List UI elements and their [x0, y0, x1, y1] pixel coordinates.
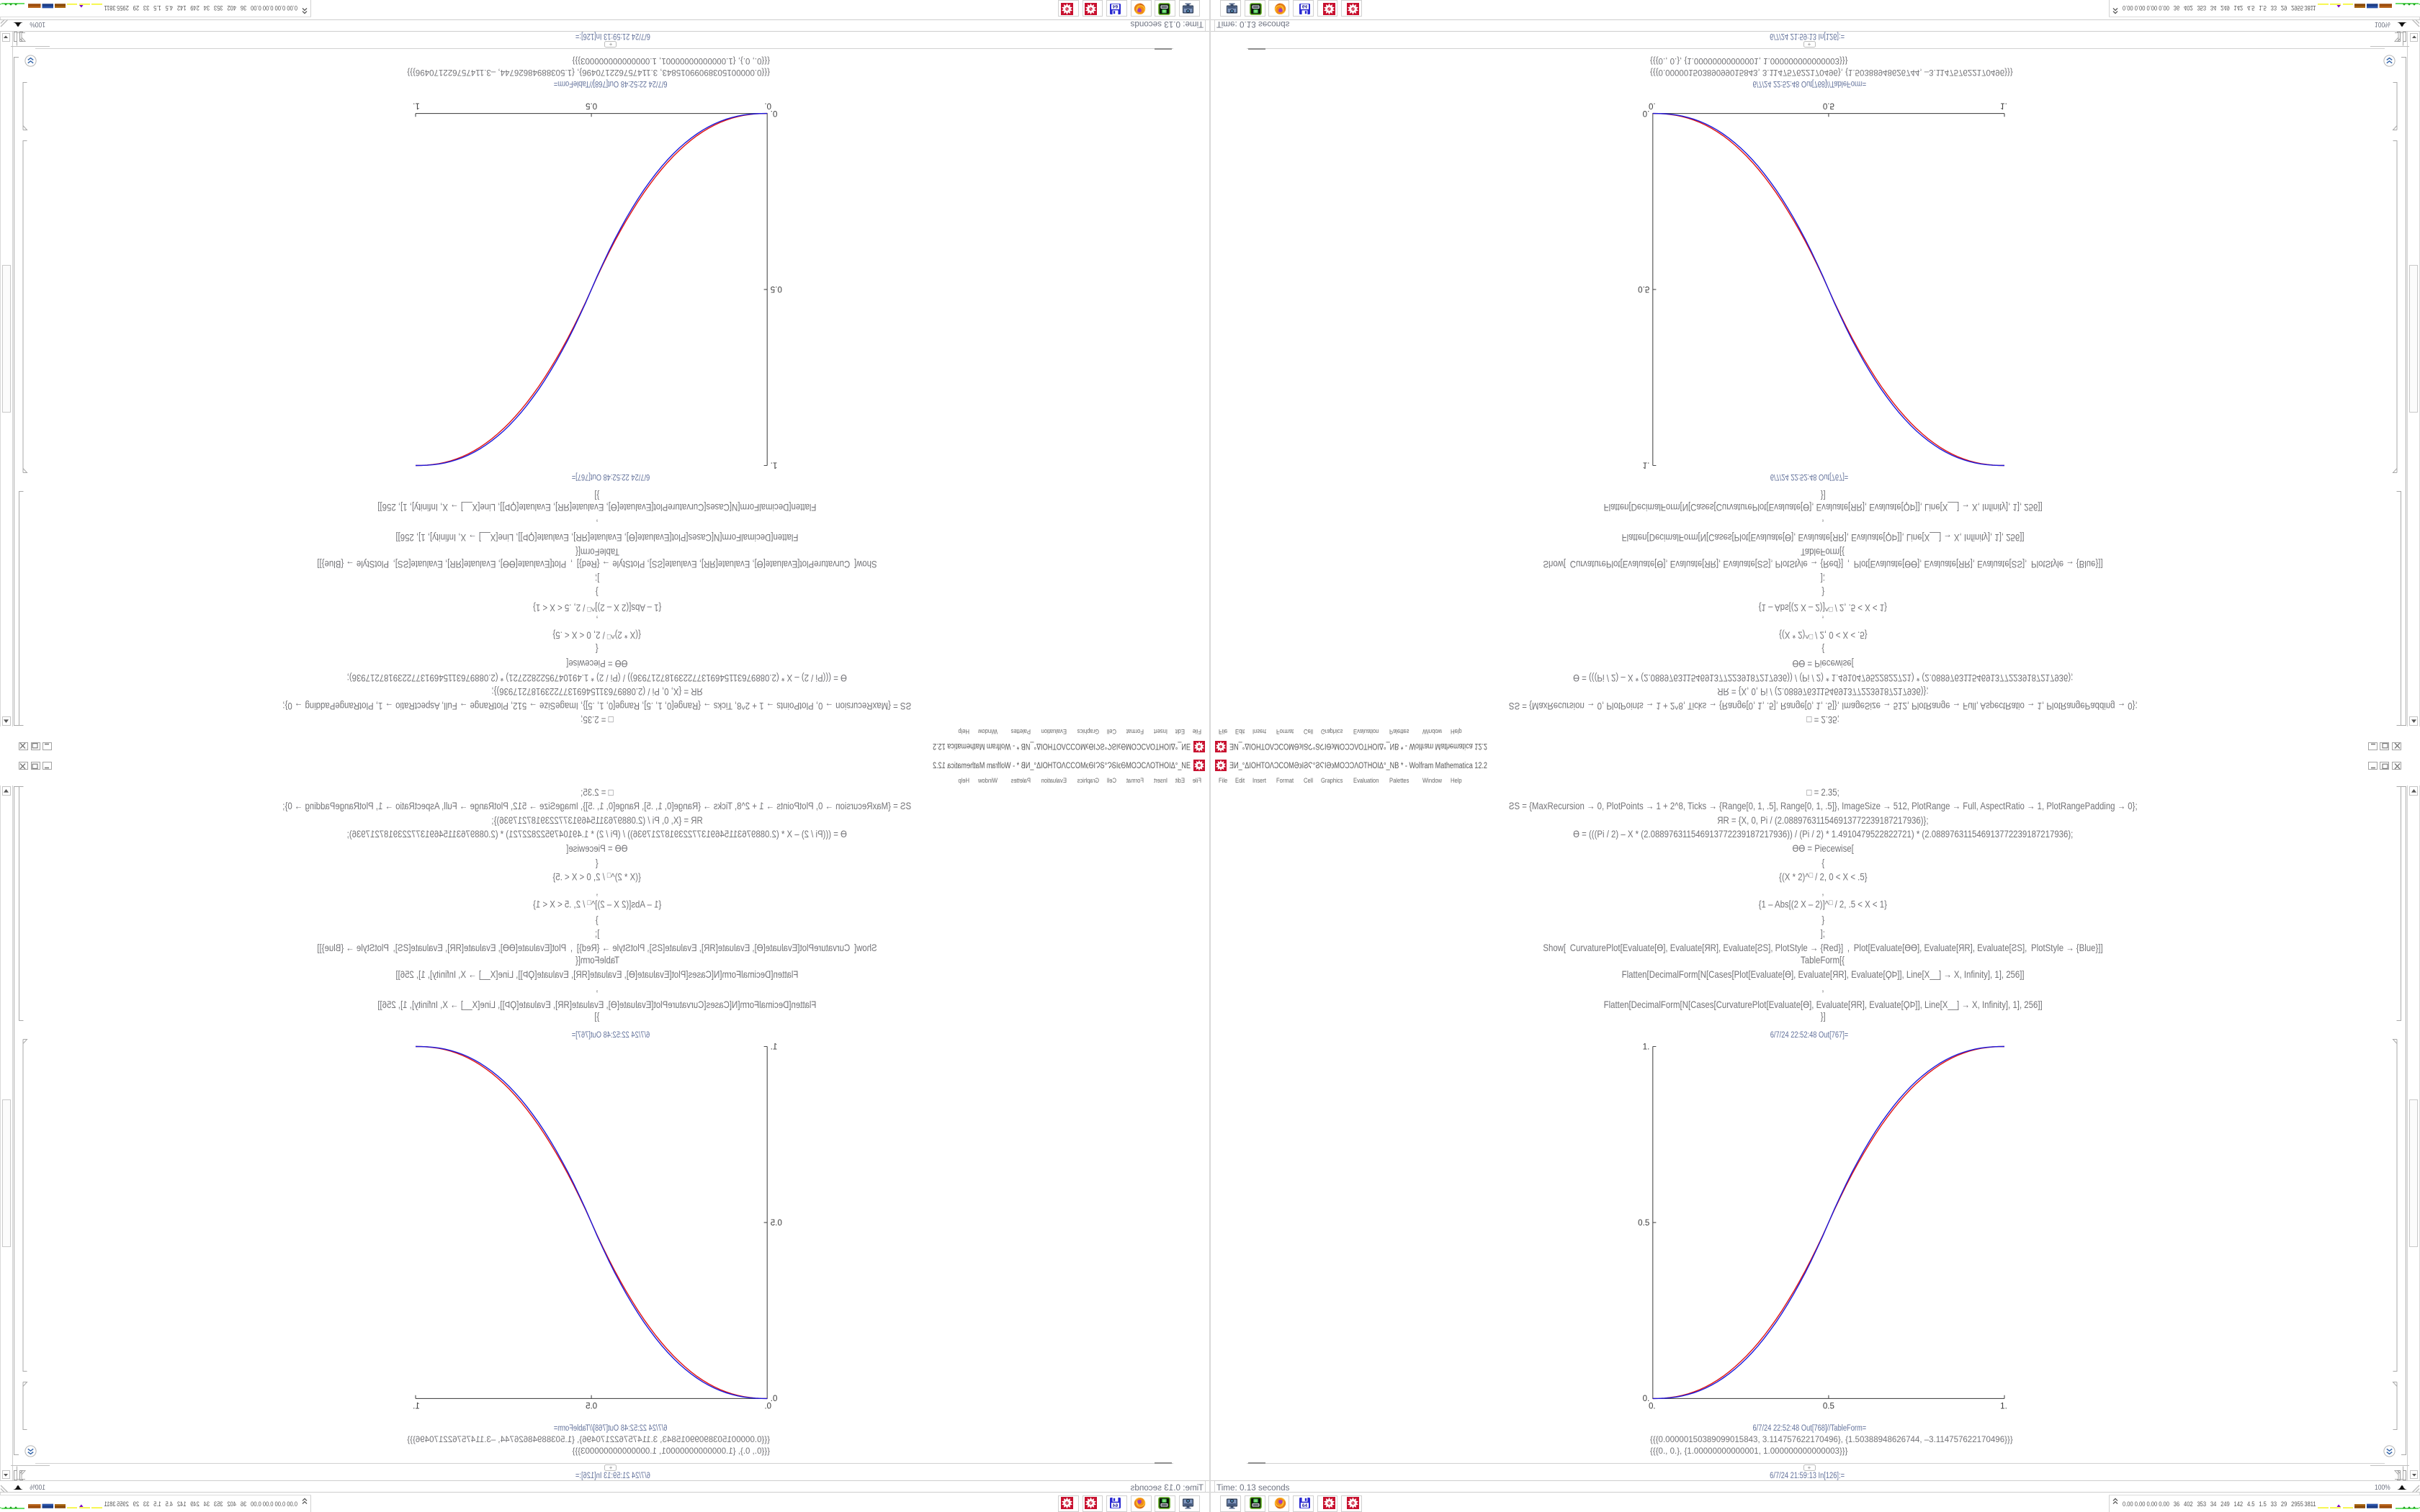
- svg-text:1.: 1.: [413, 1401, 420, 1410]
- svg-text:1.: 1.: [1643, 1043, 1650, 1052]
- svg-text:0.: 0.: [1643, 109, 1650, 118]
- svg-text:1.: 1.: [2000, 1401, 2007, 1410]
- svg-text:0.: 0.: [764, 102, 771, 111]
- svg-text:0.5: 0.5: [1823, 1401, 1834, 1410]
- svg-text:0.5: 0.5: [586, 102, 597, 111]
- svg-text:0.5: 0.5: [586, 1401, 597, 1410]
- svg-text:0.: 0.: [771, 1394, 778, 1403]
- svg-text:0.: 0.: [1649, 1401, 1656, 1410]
- svg-text:1.: 1.: [1643, 461, 1650, 470]
- svg-text:0.5: 0.5: [1638, 1218, 1649, 1228]
- svg-text:0.5: 0.5: [771, 284, 782, 294]
- svg-text:1.: 1.: [771, 461, 778, 470]
- svg-text:0.: 0.: [1649, 102, 1656, 111]
- svg-text:1.: 1.: [771, 1043, 778, 1052]
- svg-text:0.: 0.: [1643, 1394, 1650, 1403]
- svg-text:1.: 1.: [2000, 102, 2007, 111]
- svg-text:0.: 0.: [771, 109, 778, 118]
- svg-text:1.: 1.: [413, 102, 420, 111]
- svg-text:0.5: 0.5: [771, 1218, 782, 1228]
- svg-text:0.5: 0.5: [1823, 102, 1834, 111]
- svg-text:0.: 0.: [764, 1401, 771, 1410]
- svg-text:0.5: 0.5: [1638, 284, 1649, 294]
